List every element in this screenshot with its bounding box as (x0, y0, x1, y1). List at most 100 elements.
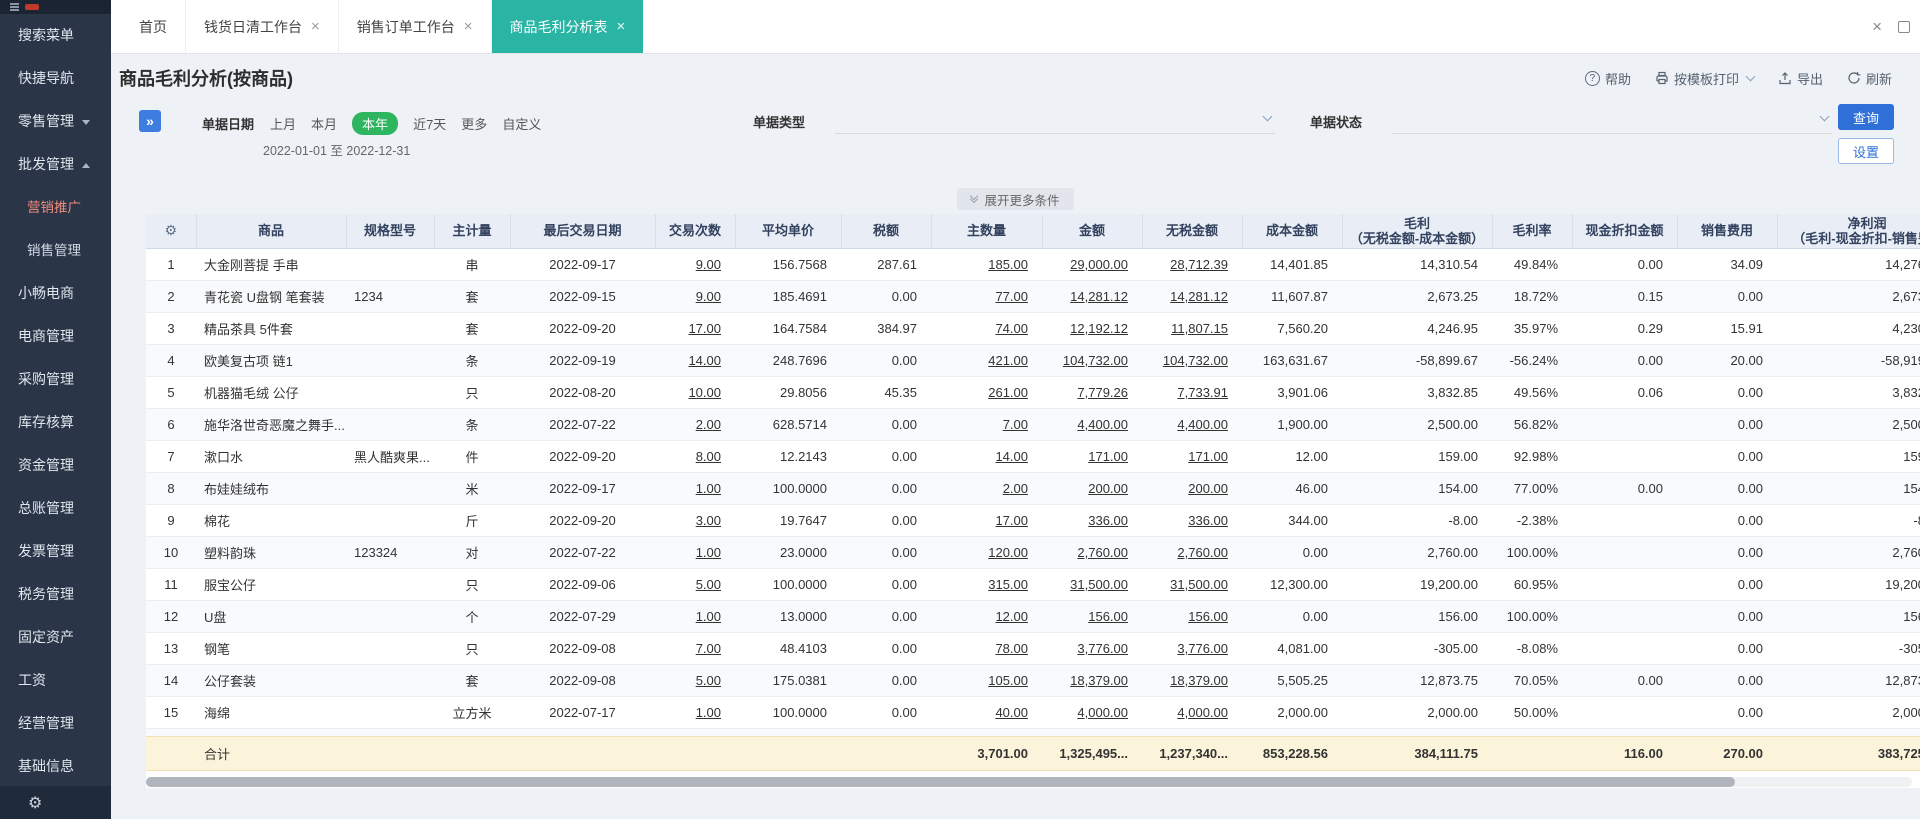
cell-link[interactable]: 17.00 (655, 312, 735, 345)
close-icon[interactable]: × (1872, 17, 1882, 36)
sidebar-item-xiaochang-ecommerce[interactable]: 小畅电商 (0, 272, 111, 315)
sidebar-item-inventory-accounting[interactable]: 库存核算 (0, 401, 111, 444)
cell-link[interactable]: 1.00 (655, 696, 735, 729)
tab-item[interactable]: 钱货日清工作台 × (186, 0, 339, 53)
cell-link[interactable]: 7,779.26 (1042, 376, 1142, 409)
tab-close-icon[interactable]: × (463, 18, 473, 35)
cell-link[interactable]: 14,281.12 (1042, 280, 1142, 313)
sidebar-item-ecommerce[interactable]: 电商管理 (0, 315, 111, 358)
cell-link[interactable]: 500.00 (1142, 728, 1242, 736)
cell-link[interactable]: 185.00 (931, 248, 1042, 281)
column-header[interactable]: 毛利 （无税金额-成本金额） (1342, 214, 1493, 249)
query-button[interactable]: 查询 (1838, 104, 1894, 130)
cell-link[interactable]: 2,760.00 (1042, 536, 1142, 569)
cell-link[interactable]: 200.00 (1042, 472, 1142, 505)
cell-link[interactable]: 31,500.00 (1042, 568, 1142, 601)
cell-link[interactable]: 261.00 (931, 376, 1042, 409)
date-option[interactable]: 本月 (311, 117, 338, 132)
sidebar-item-retail[interactable]: 零售管理 (0, 100, 111, 143)
tab-close-icon[interactable]: × (616, 18, 626, 35)
cell-link[interactable]: 10.00 (655, 376, 735, 409)
table-row[interactable]: 11 服宝公仔只 2022-09-06 5.00 100.0000 0.00 315.00 3… (146, 568, 1920, 601)
cell-link[interactable]: 4,400.00 (1142, 408, 1242, 441)
cell-link[interactable]: 17.00 (931, 504, 1042, 537)
cell-link[interactable]: 14.00 (655, 344, 735, 377)
cell-link[interactable]: 7.00 (931, 408, 1042, 441)
cell-link[interactable]: 120.00 (931, 536, 1042, 569)
column-header[interactable]: 主计量 (434, 214, 511, 249)
date-option[interactable]: 更多 (461, 117, 488, 132)
sidebar-item-operations[interactable]: 经营管理 (0, 702, 111, 745)
sidebar-item-general-ledger[interactable]: 总账管理 (0, 487, 111, 530)
horizontal-scrollbar-thumb[interactable] (146, 777, 1736, 787)
table-row[interactable]: 1 大金刚菩提 手串 串 2022-09-17 9.00 156.7568 287.61 18… (146, 248, 1920, 281)
column-header[interactable]: 税额 (841, 214, 932, 249)
cell-link[interactable]: 105.00 (931, 664, 1042, 697)
column-header[interactable]: 毛利率 (1492, 214, 1573, 249)
date-option[interactable]: 自定义 (502, 117, 542, 132)
cell-link[interactable]: 9.00 (655, 248, 735, 281)
cell-link[interactable]: 2.00 (931, 472, 1042, 505)
cell-link[interactable]: 4,000.00 (1042, 696, 1142, 729)
sidebar-item-marketing[interactable]: 营销推广 (0, 186, 111, 229)
cell-link[interactable]: 104,732.00 (1142, 344, 1242, 377)
cell-link[interactable]: 1.00 (655, 536, 735, 569)
cell-link[interactable]: 78.00 (931, 632, 1042, 665)
cell-link[interactable]: 315.00 (931, 568, 1042, 601)
cell-link[interactable]: 421.00 (931, 344, 1042, 377)
column-header[interactable]: 无税金额 (1142, 214, 1243, 249)
table-row[interactable]: 9 棉花斤 2022-09-20 3.00 19.7647 0.00 17.00 336.00… (146, 504, 1920, 537)
table-row[interactable]: 5 机器猫毛绒 公仔 只 2022-08-20 10.00 29.8056 45.35 261… (146, 376, 1920, 409)
cell-link[interactable]: 4,400.00 (1042, 408, 1142, 441)
cell-link[interactable]: 14,281.12 (1142, 280, 1242, 313)
cell-link[interactable]: 18,379.00 (1142, 664, 1242, 697)
gear-icon[interactable]: ⚙ (164, 222, 178, 239)
sidebar-item-basic-info[interactable]: 基础信息 (0, 745, 111, 786)
cell-link[interactable]: 1.00 (655, 472, 735, 505)
cell-link[interactable]: 2.00 (655, 408, 735, 441)
column-header[interactable]: 商品 (196, 214, 347, 249)
date-option[interactable]: 上月 (270, 117, 297, 132)
cell-link[interactable]: 11,807.15 (1142, 312, 1242, 345)
cell-link[interactable]: 156.00 (1042, 600, 1142, 633)
cell-link[interactable]: 8.00 (655, 440, 735, 473)
horizontal-scrollbar[interactable] (146, 777, 1912, 787)
gear-icon[interactable]: ⚙ (28, 794, 43, 812)
sidebar-item-invoice[interactable]: 发票管理 (0, 530, 111, 573)
cell-link[interactable]: 171.00 (1142, 440, 1242, 473)
cell-link[interactable]: 7,733.91 (1142, 376, 1242, 409)
doc-type-select[interactable] (835, 111, 1276, 134)
sidebar-item-search-menu[interactable]: 搜索菜单 (0, 14, 111, 57)
menu-icon[interactable] (10, 3, 19, 11)
date-option[interactable]: 本年 (352, 112, 399, 135)
cell-link[interactable]: 12.00 (931, 600, 1042, 633)
column-header[interactable]: 交易次数 (655, 214, 736, 249)
cell-link[interactable]: 1.00 (655, 600, 735, 633)
expand-more-button[interactable]: 展开更多条件 (957, 188, 1074, 210)
cell-link[interactable]: 336.00 (1142, 504, 1242, 537)
cell-link[interactable]: 29,000.00 (1042, 248, 1142, 281)
cell-link[interactable]: 14.00 (931, 440, 1042, 473)
table-row[interactable]: 10 塑料韵珠 123324 对 2022-07-22 1.00 23.0000 0.00 12… (146, 536, 1920, 569)
table-row[interactable]: 8 布娃娃绒布米 2022-09-17 1.00 100.0000 0.00 2.00 200… (146, 472, 1920, 505)
sidebar-item-fixed-assets[interactable]: 固定资产 (0, 616, 111, 659)
cell-link[interactable]: 171.00 (1042, 440, 1142, 473)
column-header[interactable]: 最后交易日期 (510, 214, 656, 249)
sidebar-item-quick-nav[interactable]: 快捷导航 (0, 57, 111, 100)
refresh-button[interactable]: 刷新 (1847, 69, 1892, 88)
column-header[interactable]: 净利润 （毛利-现金折扣-销售费... (1777, 214, 1920, 249)
fullscreen-icon[interactable] (1898, 20, 1910, 33)
table-row[interactable]: 7 漱口水 黑人酷爽果... 件 2022-09-20 8.00 12.2143 0.00 14… (146, 440, 1920, 473)
column-header[interactable]: 平均单价 (735, 214, 842, 249)
table-row[interactable]: 14 公仔套装套 2022-09-08 5.00 175.0381 0.00 105.00 1… (146, 664, 1920, 697)
cell-link[interactable]: 10.00 (931, 728, 1042, 736)
doc-status-select[interactable] (1392, 111, 1833, 134)
tab-item[interactable]: 首页 (121, 0, 186, 53)
cell-link[interactable]: 5.00 (655, 664, 735, 697)
table-row[interactable]: 4 欧美复古项 链1 条 2022-09-19 14.00 248.7696 0.00 421… (146, 344, 1920, 377)
cell-link[interactable]: 5.00 (655, 568, 735, 601)
tab-close-icon[interactable]: × (311, 18, 320, 35)
print-by-template-button[interactable]: 按模板打印 (1655, 69, 1756, 88)
table-row[interactable]: 6 施华洛世奇恶魔之舞手... 条 2022-07-22 2.00 628.5714 0.0… (146, 408, 1920, 441)
settings-button[interactable]: 设置 (1838, 138, 1894, 164)
